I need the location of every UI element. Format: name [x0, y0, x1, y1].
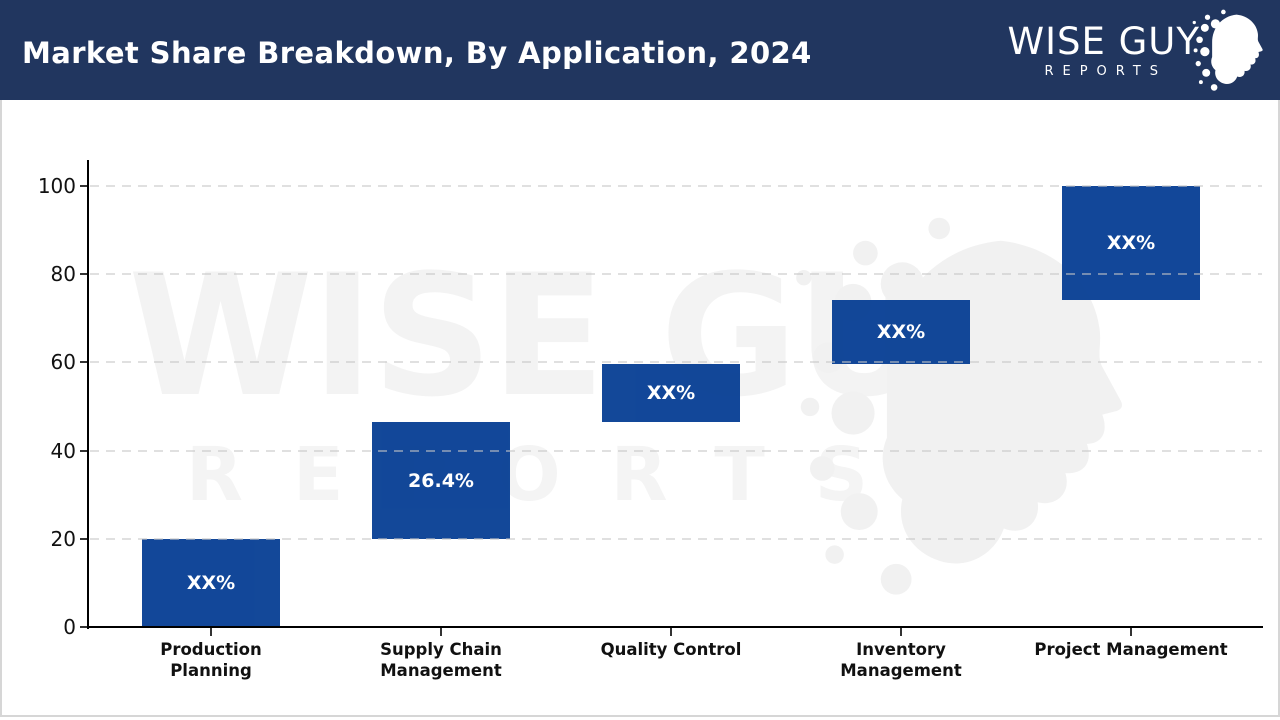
gridline-60 [90, 361, 1262, 364]
gridline-40 [90, 449, 1262, 452]
page-title: Market Share Breakdown, By Application, … [22, 36, 812, 70]
bar-segment: 26.4% [372, 422, 510, 539]
gridline-20 [90, 537, 1262, 540]
logo-wordmark: WISE GUY [1007, 20, 1200, 64]
watermark-text-reports: REPORTS [186, 432, 919, 518]
gridline-80 [90, 273, 1262, 276]
x-category-label: Supply Chain Management [380, 640, 502, 680]
header-bar: Market Share Breakdown, By Application, … [0, 0, 1280, 100]
logo-subtitle: REPORTS [1044, 63, 1168, 79]
y-tickmark-100 [80, 185, 88, 187]
y-tickmark-40 [80, 449, 88, 452]
x-category-label: Production Planning [160, 640, 262, 680]
bar-segment: XX% [832, 299, 970, 365]
y-tick-label-60: 60 [50, 350, 76, 375]
x-tickmark [900, 628, 902, 636]
x-tickmark [440, 628, 442, 636]
x-category-label: Quality Control [600, 640, 742, 659]
y-tickmark-60 [80, 361, 88, 364]
logo-text: WISE GUY REPORTS [1007, 20, 1200, 79]
y-tickmark-20 [80, 537, 88, 540]
x-tickmark [1130, 628, 1132, 636]
y-tick-label-100: 100 [37, 174, 76, 198]
x-category-label: Project Management [1034, 640, 1228, 659]
bar-segment: XX% [1062, 186, 1200, 300]
gridline-100 [90, 185, 1262, 187]
x-axis-line [87, 626, 1263, 628]
bar-value-label: XX% [876, 320, 926, 343]
y-tick-label-80: 80 [50, 262, 76, 287]
bar-value-label: XX% [646, 382, 696, 405]
bar-value-label: 26.4% [408, 469, 474, 492]
bar-value-label: XX% [186, 571, 236, 594]
x-tickmark [210, 628, 212, 636]
logo-face-icon [1192, 9, 1263, 91]
y-tick-label-20: 20 [50, 526, 76, 551]
x-category-label: Inventory Management [840, 640, 962, 680]
wise-guy-reports-logo: WISE GUY REPORTS [1008, 8, 1272, 94]
y-tick-label-0: 0 [63, 615, 76, 639]
y-tickmark-80 [80, 273, 88, 276]
y-tick-label-40: 40 [50, 438, 76, 463]
bar-segment: XX% [602, 364, 740, 423]
x-tickmark [670, 628, 672, 636]
bar-value-label: XX% [1106, 231, 1156, 254]
y-axis-line [87, 160, 89, 629]
y-tickmark-0 [80, 626, 88, 628]
bar-segment: XX% [142, 538, 280, 627]
